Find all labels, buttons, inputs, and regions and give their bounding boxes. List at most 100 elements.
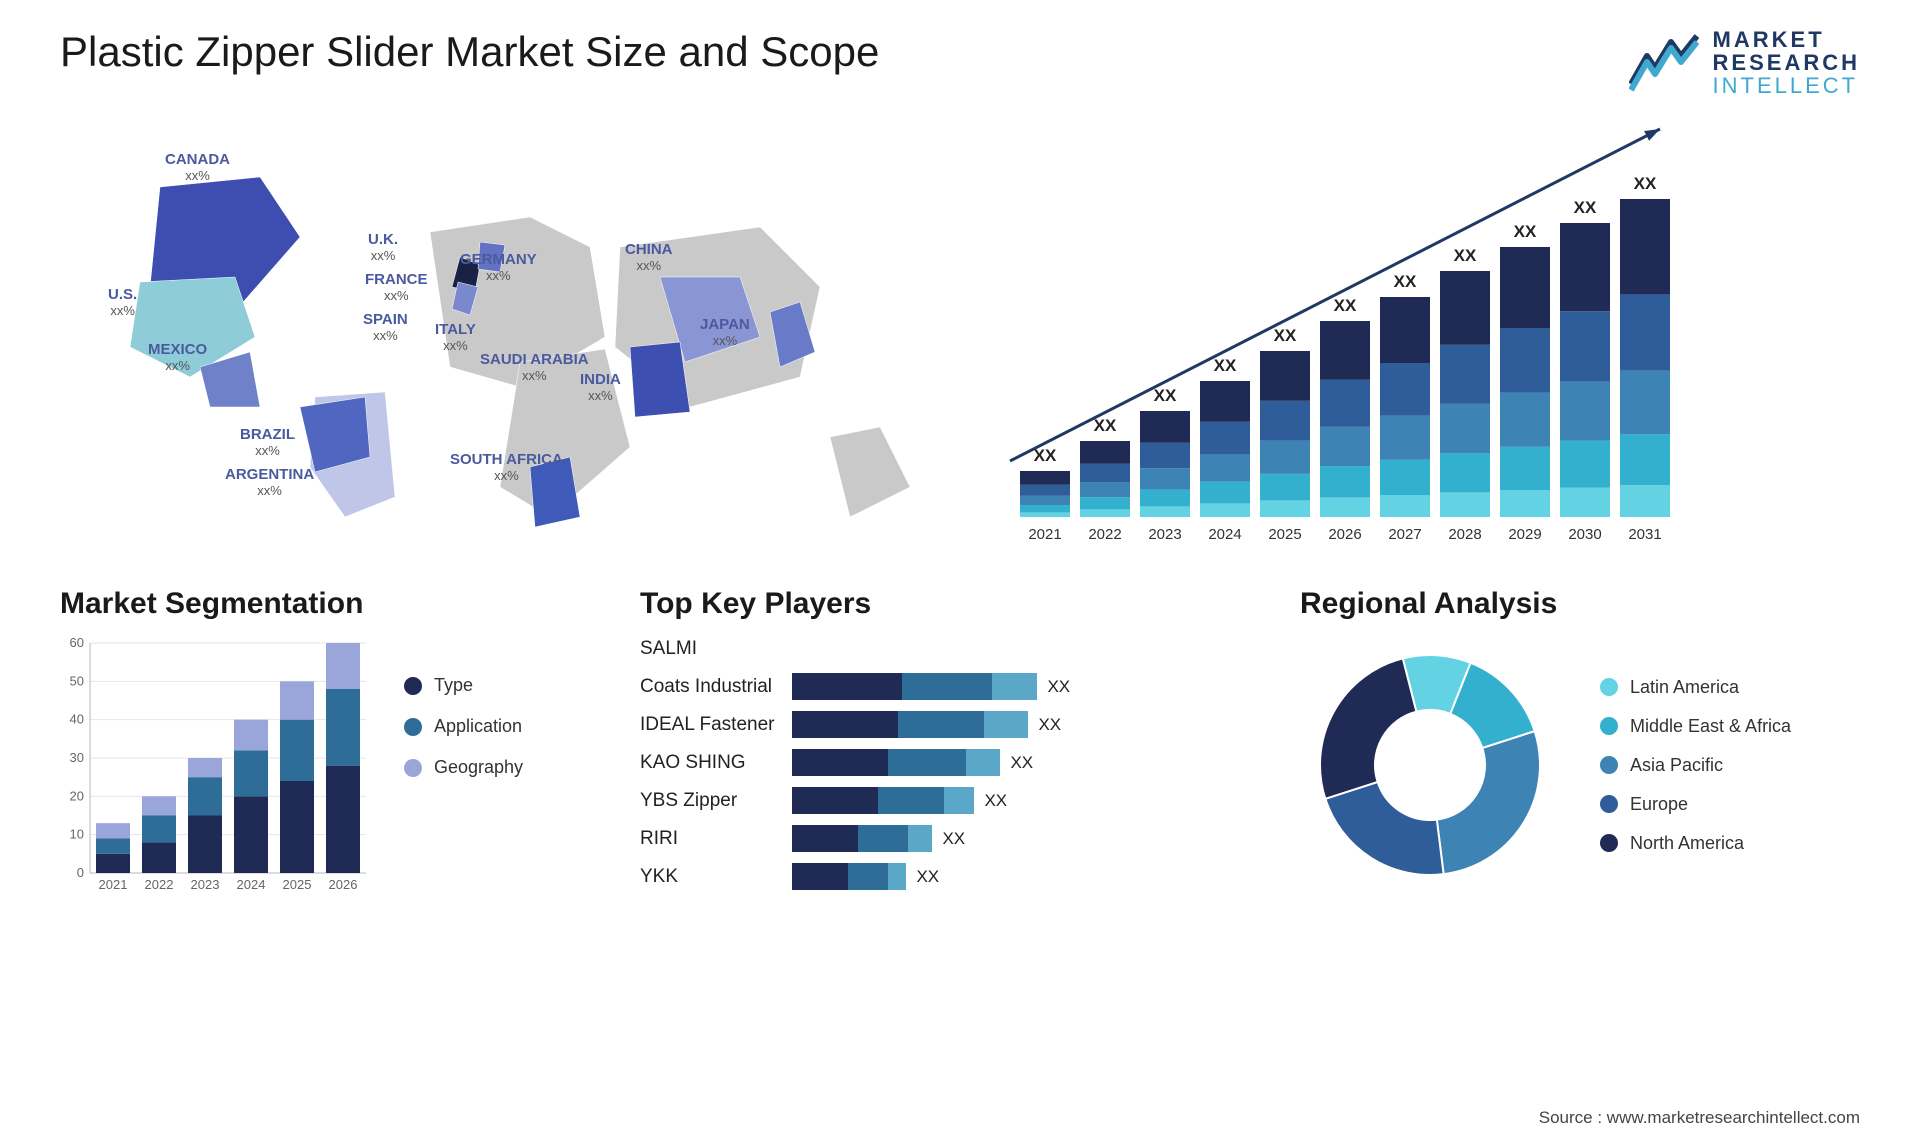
svg-text:60: 60 bbox=[70, 635, 84, 650]
player-name: RIRI bbox=[640, 825, 774, 852]
player-bar-row: XX bbox=[792, 749, 1260, 776]
world-map-panel: CANADAxx% U.S.xx% MEXICOxx% BRAZILxx% ARGENT… bbox=[60, 117, 930, 557]
map-label: ITALYxx% bbox=[435, 322, 476, 353]
svg-text:XX: XX bbox=[1154, 386, 1177, 405]
map-label: SAUDI ARABIAxx% bbox=[480, 352, 589, 383]
player-value: XX bbox=[916, 867, 939, 887]
page-title: Plastic Zipper Slider Market Size and Sc… bbox=[60, 28, 879, 76]
svg-text:2021: 2021 bbox=[99, 877, 128, 892]
segmentation-panel: Market Segmentation 0 10 20 30 40 50 60 2021 202… bbox=[60, 587, 600, 895]
legend-dot bbox=[404, 759, 422, 777]
svg-text:20: 20 bbox=[70, 789, 84, 804]
segmentation-title: Market Segmentation bbox=[60, 587, 600, 621]
legend-item: Middle East & Africa bbox=[1600, 716, 1791, 737]
player-name: YKK bbox=[640, 863, 774, 890]
svg-text:2024: 2024 bbox=[1208, 526, 1241, 543]
map-label: U.K.xx% bbox=[368, 232, 398, 263]
legend-label: Europe bbox=[1630, 794, 1688, 815]
legend-item: Asia Pacific bbox=[1600, 755, 1791, 776]
player-name: Coats Industrial bbox=[640, 673, 774, 700]
player-bar-row: XX bbox=[792, 863, 1260, 890]
legend-item: North America bbox=[1600, 833, 1791, 854]
logo-line3: INTELLECT bbox=[1713, 74, 1860, 97]
legend-item: Latin America bbox=[1600, 677, 1791, 698]
svg-text:2022: 2022 bbox=[145, 877, 174, 892]
legend-dot bbox=[1600, 717, 1618, 735]
player-bar-row bbox=[792, 635, 1260, 662]
svg-text:10: 10 bbox=[70, 827, 84, 842]
legend-dot bbox=[1600, 795, 1618, 813]
player-value: XX bbox=[942, 829, 965, 849]
svg-text:XX: XX bbox=[1394, 272, 1417, 291]
player-bar-row: XX bbox=[792, 787, 1260, 814]
player-bar-row: XX bbox=[792, 825, 1260, 852]
players-panel: Top Key Players SALMI Coats Industrial IDE… bbox=[640, 587, 1260, 890]
legend-dot bbox=[1600, 834, 1618, 852]
svg-text:2031: 2031 bbox=[1628, 526, 1661, 543]
svg-text:2026: 2026 bbox=[1328, 526, 1361, 543]
legend-dot bbox=[404, 677, 422, 695]
legend-label: Middle East & Africa bbox=[1630, 716, 1791, 737]
player-value: XX bbox=[1010, 753, 1033, 773]
map-label: SOUTH AFRICAxx% bbox=[450, 452, 563, 483]
legend-item: Geography bbox=[404, 757, 523, 778]
svg-text:2030: 2030 bbox=[1568, 526, 1601, 543]
legend-item: Application bbox=[404, 716, 523, 737]
regional-panel: Regional Analysis Latin AmericaMiddle Ea… bbox=[1300, 587, 1860, 895]
player-value: XX bbox=[984, 791, 1007, 811]
svg-text:XX: XX bbox=[1634, 174, 1657, 193]
player-bar-row: XX bbox=[792, 711, 1260, 738]
map-label: BRAZILxx% bbox=[240, 427, 295, 458]
svg-text:2028: 2028 bbox=[1448, 526, 1481, 543]
logo-line1: MARKET bbox=[1713, 28, 1860, 51]
brand-logo: MARKET RESEARCH INTELLECT bbox=[1629, 28, 1860, 97]
player-name: KAO SHING bbox=[640, 749, 774, 776]
svg-text:2027: 2027 bbox=[1388, 526, 1421, 543]
svg-text:XX: XX bbox=[1034, 446, 1057, 465]
svg-text:2023: 2023 bbox=[191, 877, 220, 892]
svg-text:XX: XX bbox=[1454, 246, 1477, 265]
map-label: JAPANxx% bbox=[700, 317, 750, 348]
map-label: FRANCExx% bbox=[365, 272, 428, 303]
svg-text:2025: 2025 bbox=[283, 877, 312, 892]
player-name: SALMI bbox=[640, 635, 774, 662]
svg-text:2022: 2022 bbox=[1088, 526, 1121, 543]
map-label: MEXICOxx% bbox=[148, 342, 207, 373]
legend-dot bbox=[1600, 756, 1618, 774]
player-name: IDEAL Fastener bbox=[640, 711, 774, 738]
map-label: CANADAxx% bbox=[165, 152, 230, 183]
svg-text:2029: 2029 bbox=[1508, 526, 1541, 543]
legend-label: Asia Pacific bbox=[1630, 755, 1723, 776]
svg-text:XX: XX bbox=[1514, 222, 1537, 241]
map-label: ARGENTINAxx% bbox=[225, 467, 314, 498]
legend-label: North America bbox=[1630, 833, 1744, 854]
map-label: GERMANYxx% bbox=[460, 252, 537, 283]
svg-text:2025: 2025 bbox=[1268, 526, 1301, 543]
growth-chart-panel: XX 2021 XX 2022 XX 2023 XX 2024 XX 2025 XX 2026 XX 20… bbox=[990, 117, 1860, 557]
legend-label: Latin America bbox=[1630, 677, 1739, 698]
svg-text:40: 40 bbox=[70, 712, 84, 727]
svg-text:30: 30 bbox=[70, 750, 84, 765]
svg-text:0: 0 bbox=[77, 865, 84, 880]
player-name: YBS Zipper bbox=[640, 787, 774, 814]
source-line: Source : www.marketresearchintellect.com bbox=[1539, 1108, 1860, 1128]
svg-text:XX: XX bbox=[1214, 356, 1237, 375]
svg-text:50: 50 bbox=[70, 674, 84, 689]
player-value: XX bbox=[1038, 715, 1061, 735]
svg-text:2023: 2023 bbox=[1148, 526, 1181, 543]
legend-label: Application bbox=[434, 716, 522, 737]
map-label: CHINAxx% bbox=[625, 242, 673, 273]
svg-text:2024: 2024 bbox=[237, 877, 266, 892]
map-label: SPAINxx% bbox=[363, 312, 408, 343]
svg-text:XX: XX bbox=[1274, 326, 1297, 345]
players-title: Top Key Players bbox=[640, 587, 1260, 621]
logo-line2: RESEARCH bbox=[1713, 51, 1860, 74]
legend-dot bbox=[1600, 678, 1618, 696]
svg-text:XX: XX bbox=[1334, 296, 1357, 315]
map-label: U.S.xx% bbox=[108, 287, 137, 318]
legend-item: Europe bbox=[1600, 794, 1791, 815]
legend-label: Geography bbox=[434, 757, 523, 778]
player-bar-row: XX bbox=[792, 673, 1260, 700]
svg-text:2021: 2021 bbox=[1028, 526, 1061, 543]
legend-item: Type bbox=[404, 675, 523, 696]
